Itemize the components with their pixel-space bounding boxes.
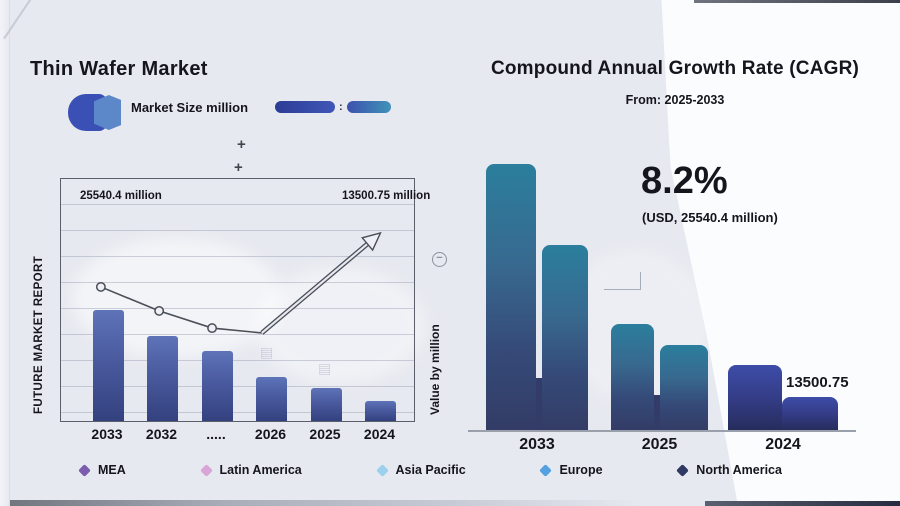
cagr-bar-2025-2 xyxy=(660,345,708,430)
x-axis-line xyxy=(468,430,856,432)
ratio-pills: : xyxy=(275,101,391,113)
x-axis-label: 2033 xyxy=(91,426,123,442)
ratio-separator: : xyxy=(339,101,343,113)
legend-label: Latin America xyxy=(219,463,302,477)
cagr-bar-2024-1 xyxy=(728,365,782,430)
legend-label: Asia Pacific xyxy=(395,463,466,477)
market-size-chart: 25540.4 million 13500.75 million xyxy=(60,178,430,422)
market-bar-2026 xyxy=(256,377,287,421)
legend-diamond-icon xyxy=(375,463,389,477)
x-axis-labels: 2033 2032..... 2026 2025 2024 xyxy=(60,426,413,444)
start-value-annotation: 25540.4 million xyxy=(80,190,162,202)
legend-diamond-icon xyxy=(676,463,690,477)
market-bar-2024 xyxy=(365,401,396,421)
x-axis-label: 2025 xyxy=(641,436,678,453)
cagr-value: 8.2% xyxy=(641,160,728,202)
legend-diamond-icon xyxy=(199,463,213,477)
legend-label: North America xyxy=(696,463,782,477)
market-size-pill-icon xyxy=(68,94,121,131)
legend-item-mea: MEA xyxy=(78,463,126,477)
legend-item-latin-america: Latin America xyxy=(199,463,302,477)
page-title: Thin Wafer Market xyxy=(30,58,208,80)
x-axis-label: 2026 xyxy=(254,426,287,442)
x-axis-label: 2025 xyxy=(309,426,341,442)
left-edge-strip xyxy=(0,0,10,506)
legend-label: MEA xyxy=(98,463,126,477)
corner-bracket-decoration xyxy=(604,272,641,290)
market-bar-2025 xyxy=(310,388,342,421)
ratio-pill-icon-right xyxy=(346,101,391,113)
x-axis-label: 2032 xyxy=(145,426,178,442)
plus-decoration: + xyxy=(234,159,243,176)
legend-item-europe: Europe xyxy=(539,463,603,477)
cagr-bar-2025-1 xyxy=(611,324,654,430)
cagr-bar-2033-1 xyxy=(486,164,536,430)
market-bar-2032 xyxy=(147,336,178,421)
cagr-subtitle: From: 2025-2033 xyxy=(625,93,725,107)
end-value-annotation: 13500.75 million xyxy=(342,190,431,202)
document-watermark-icon: ▤ xyxy=(318,360,332,376)
bar-pair-connector xyxy=(654,395,660,430)
legend-item-asia-pacific: Asia Pacific xyxy=(375,463,466,477)
pill-right-shape xyxy=(94,95,121,130)
bottom-edge-line xyxy=(0,500,642,506)
end-value-label: 13500.75 xyxy=(786,374,849,391)
market-bar-..... xyxy=(201,351,233,421)
trend-arrow-icon xyxy=(95,231,382,335)
x-axis-label: 2033 xyxy=(519,436,555,453)
series-label: Market Size million xyxy=(131,100,249,115)
cagr-bar-2033-2 xyxy=(542,245,588,430)
plus-decoration: + xyxy=(237,136,246,153)
legend-diamond-icon xyxy=(539,463,553,477)
top-edge-line xyxy=(694,0,900,3)
legend-diamond-icon xyxy=(78,463,91,477)
legend-label: Europe xyxy=(559,463,603,477)
background-blob xyxy=(255,268,425,383)
document-watermark-icon: ▤ xyxy=(260,344,274,360)
x-axis-label: ..... xyxy=(206,426,226,442)
x-axis-label: 2024 xyxy=(363,426,396,442)
bar-group xyxy=(61,179,414,421)
cagr-title: Compound Annual Growth Rate (CAGR) xyxy=(490,58,860,79)
bar-pair-connector xyxy=(536,378,542,430)
region-legend: MEA Latin America Asia Pacific Europe North … xyxy=(78,463,782,477)
x-axis-label: 2024 xyxy=(765,436,801,453)
cagr-bar-2024-2 xyxy=(782,397,838,430)
minus-circle-icon: − xyxy=(432,252,447,267)
market-bar-2033 xyxy=(92,310,124,421)
ratio-pill-icon-left xyxy=(275,101,335,113)
cagr-usd-note: (USD, 25540.4 million) xyxy=(642,210,778,225)
legend-item-north-america: North America xyxy=(676,463,782,477)
bottom-edge-line xyxy=(705,501,900,506)
